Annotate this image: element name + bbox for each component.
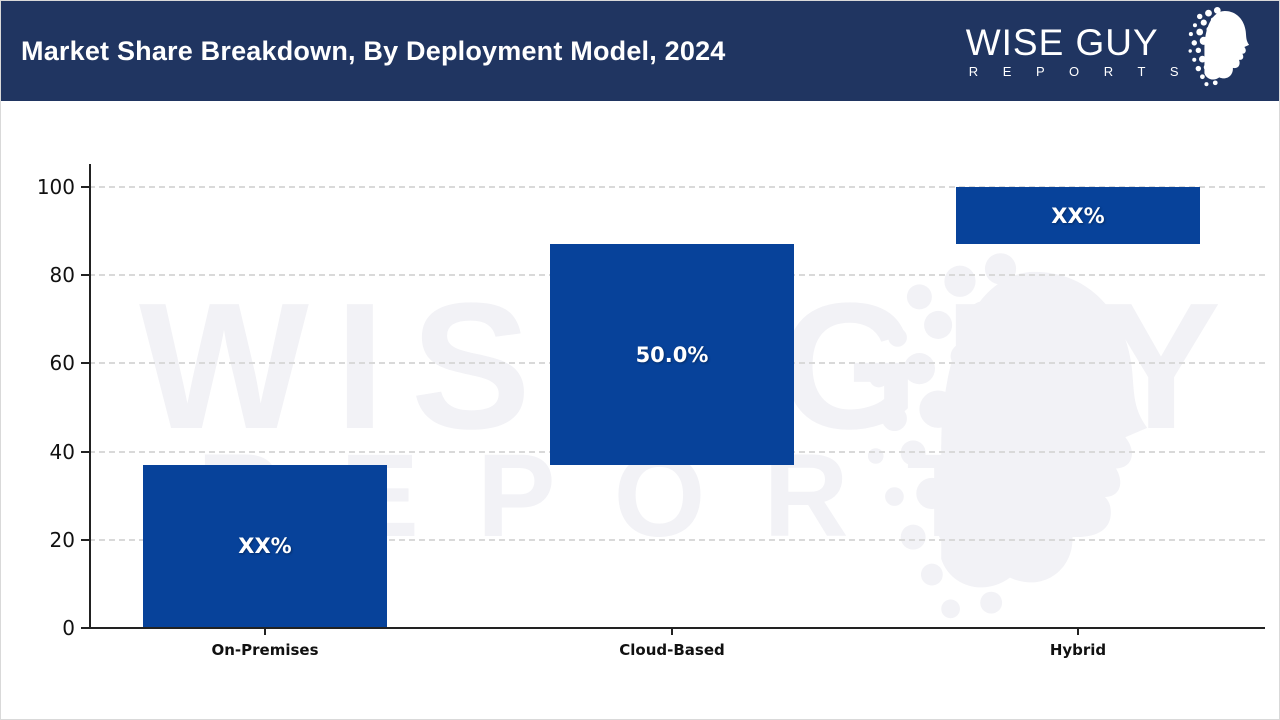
y-tick-label: 40 bbox=[49, 439, 75, 464]
y-tick-label: 60 bbox=[49, 351, 75, 376]
x-tick-label-on-premises: On-Premises bbox=[211, 641, 319, 659]
logo-wordmark: WISE GUY bbox=[965, 21, 1159, 63]
wiseguy-logo: WISE GUY R E P O R T S bbox=[966, 7, 1255, 95]
bar-on-premises: XX% bbox=[143, 464, 387, 628]
chart-plot-area: WISE GUY REPORTS 0 20 40 60 80 100 XX% On-Premi… bbox=[1, 101, 1279, 719]
y-tick-label: 100 bbox=[36, 175, 75, 199]
x-tick-label-hybrid: Hybrid bbox=[1049, 641, 1107, 659]
chart-title: Market Share Breakdown, By Deployment Mo… bbox=[21, 35, 726, 66]
y-tick-label: 20 bbox=[49, 527, 75, 552]
x-tick-mark bbox=[1077, 628, 1079, 635]
y-tick-mark bbox=[81, 186, 89, 188]
gridline-20 bbox=[89, 538, 1265, 541]
bar-hybrid: XX% bbox=[956, 187, 1200, 245]
y-tick-label: 0 bbox=[62, 616, 75, 640]
bar-value-label: XX% bbox=[1051, 203, 1105, 228]
logo-subtitle: R E P O R T S bbox=[968, 63, 1189, 79]
x-tick-label-cloud-based: Cloud-Based bbox=[619, 641, 725, 659]
y-tick-mark bbox=[81, 274, 89, 277]
wiseguy-face-icon bbox=[1185, 7, 1255, 95]
y-tick-mark bbox=[81, 362, 89, 365]
y-axis-line bbox=[89, 164, 91, 628]
x-tick-mark bbox=[671, 628, 673, 635]
y-tick-mark bbox=[81, 450, 89, 453]
y-tick-label: 80 bbox=[49, 263, 75, 288]
gridline-100 bbox=[89, 186, 1265, 188]
y-tick-mark bbox=[81, 538, 89, 541]
bar-value-label: 50.0% bbox=[635, 342, 709, 367]
x-tick-mark bbox=[264, 628, 266, 635]
x-axis-line bbox=[89, 627, 1265, 629]
bar-cloud-based: 50.0% bbox=[550, 244, 794, 465]
logo-text: WISE GUY R E P O R T S bbox=[966, 24, 1189, 79]
bar-value-label: XX% bbox=[238, 534, 292, 559]
header-bar: Market Share Breakdown, By Deployment Mo… bbox=[1, 1, 1279, 101]
y-tick-mark bbox=[81, 627, 89, 629]
watermark-face-icon bbox=[857, 251, 1169, 661]
